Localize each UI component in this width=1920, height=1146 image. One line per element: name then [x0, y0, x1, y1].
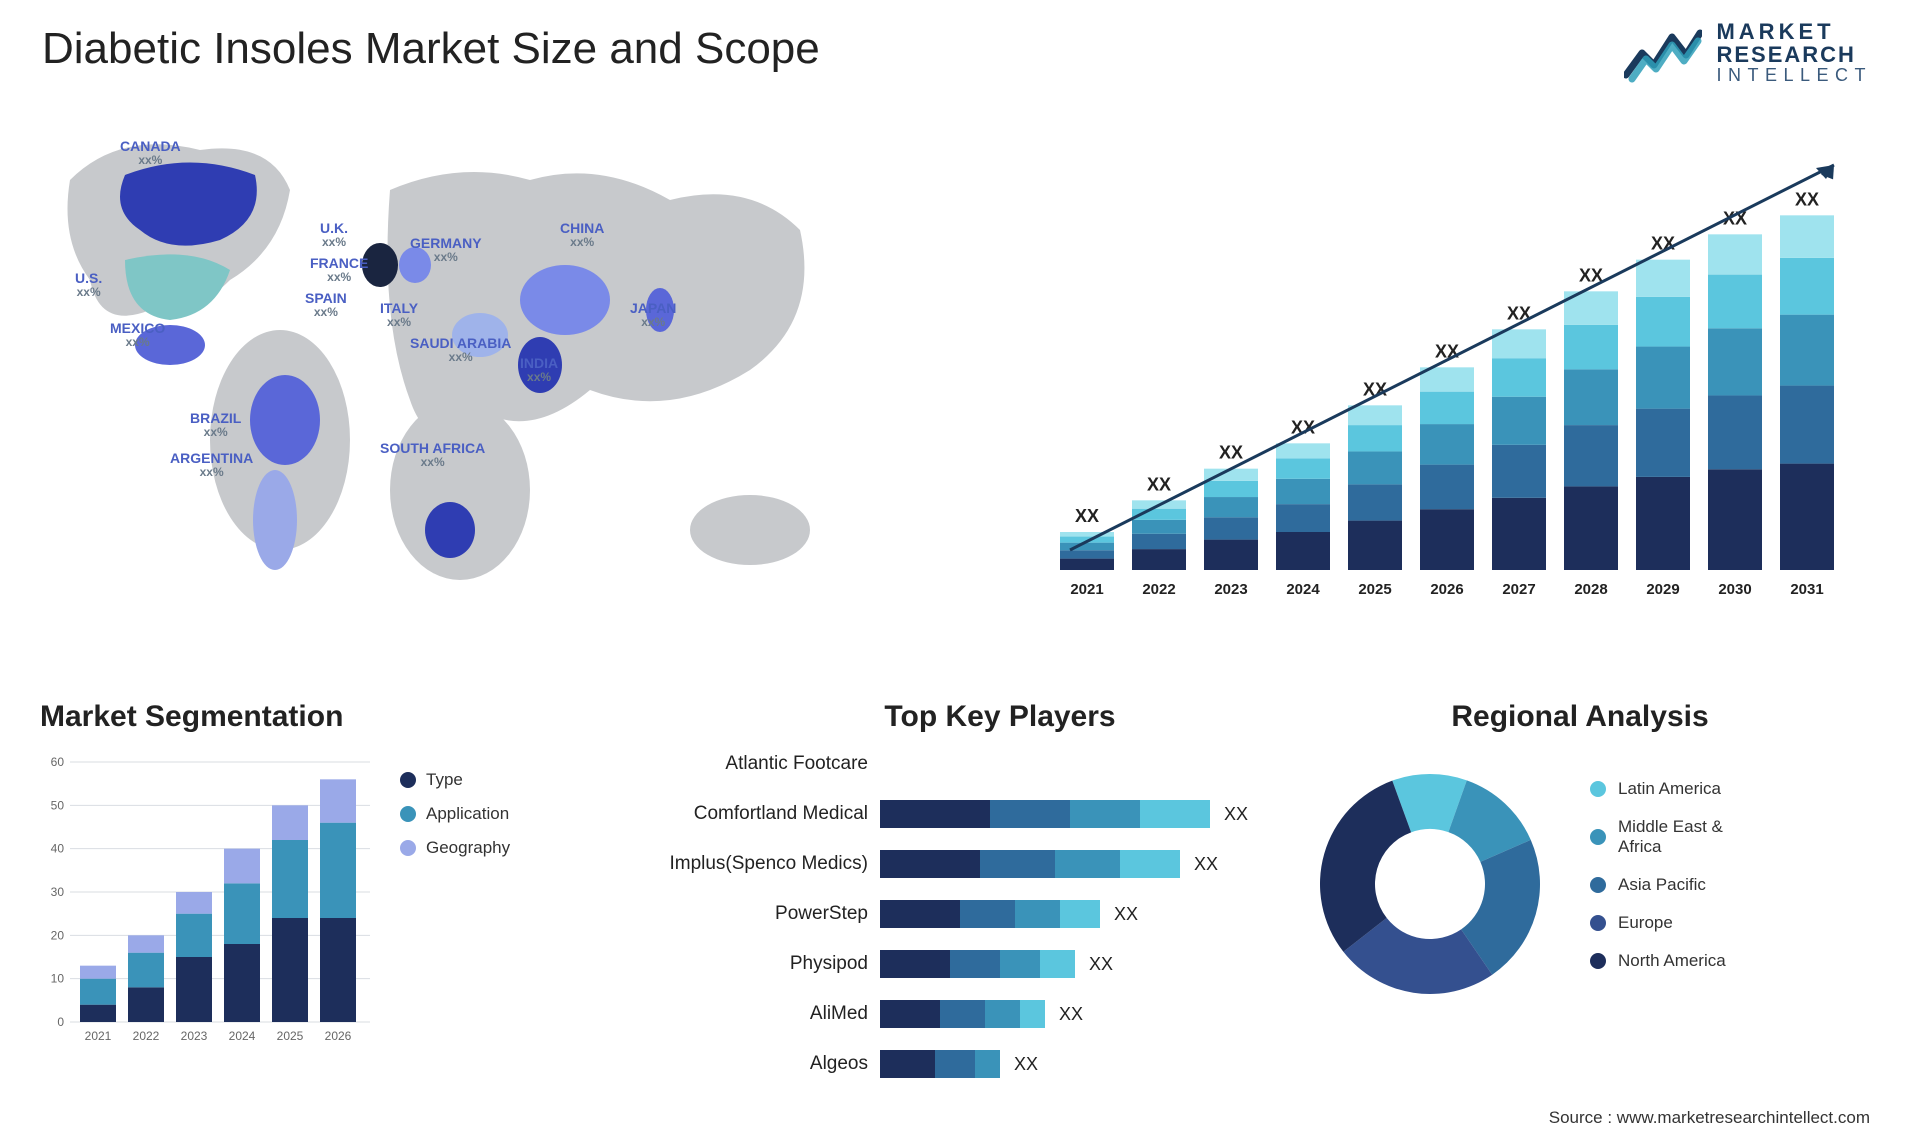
- growth-bar-chart: 2021XX2022XX2023XX2024XX2025XX2026XX2027…: [1040, 140, 1860, 610]
- svg-text:2027: 2027: [1502, 581, 1535, 598]
- players-bar: [880, 800, 1210, 828]
- players-label: Algeos: [640, 1053, 880, 1075]
- svg-text:2024: 2024: [1286, 581, 1320, 598]
- svg-text:2029: 2029: [1646, 581, 1679, 598]
- players-value: XX: [1089, 954, 1113, 975]
- players-bar: [880, 1000, 1045, 1028]
- regional-legend-item: Latin America: [1590, 779, 1770, 799]
- players-row: Comfortland Medical XX: [640, 794, 1260, 834]
- map-country-label: JAPANxx%: [630, 300, 676, 330]
- players-value: XX: [1014, 1054, 1038, 1075]
- map-country-label: FRANCExx%: [310, 255, 368, 285]
- players-bar: [880, 850, 1180, 878]
- players-label: Implus(Spenco Medics): [640, 853, 880, 875]
- logo-line3: INTELLECT: [1716, 66, 1872, 85]
- svg-text:2022: 2022: [1142, 581, 1175, 598]
- players-value: XX: [1224, 804, 1248, 825]
- world-map-svg: [30, 120, 910, 640]
- regional-title: Regional Analysis: [1300, 700, 1860, 734]
- svg-text:2031: 2031: [1790, 581, 1823, 598]
- svg-text:2028: 2028: [1574, 581, 1607, 598]
- seg-legend-item: Application: [400, 804, 560, 824]
- map-country-label: SPAINxx%: [305, 290, 347, 320]
- players-row: Implus(Spenco Medics) XX: [640, 844, 1260, 884]
- players-label: AliMed: [640, 1003, 880, 1025]
- map-country-label: CANADAxx%: [120, 138, 181, 168]
- brand-logo: MARKET RESEARCH INTELLECT: [1624, 20, 1872, 85]
- players-row: Physipod XX: [640, 944, 1260, 984]
- players-value: XX: [1114, 904, 1138, 925]
- logo-line1: MARKET: [1716, 20, 1872, 43]
- source-text: Source : www.marketresearchintellect.com: [1549, 1108, 1870, 1128]
- players-label: PowerStep: [640, 903, 880, 925]
- svg-text:2030: 2030: [1718, 581, 1751, 598]
- svg-text:2026: 2026: [1430, 581, 1463, 598]
- map-country-label: GERMANYxx%: [410, 235, 482, 265]
- svg-text:XX: XX: [1147, 474, 1171, 494]
- map-country-label: SOUTH AFRICAxx%: [380, 440, 485, 470]
- map-country-label: U.K.xx%: [320, 220, 348, 250]
- logo-line2: RESEARCH: [1716, 43, 1872, 66]
- svg-text:40: 40: [51, 842, 65, 856]
- svg-text:2021: 2021: [85, 1029, 112, 1043]
- svg-text:2022: 2022: [133, 1029, 160, 1043]
- players-row: Algeos XX: [640, 1044, 1260, 1084]
- players-value: XX: [1059, 1004, 1083, 1025]
- map-country-label: MEXICOxx%: [110, 320, 165, 350]
- players-bar: [880, 900, 1100, 928]
- seg-legend-item: Geography: [400, 838, 560, 858]
- map-country-label: CHINAxx%: [560, 220, 604, 250]
- segmentation-panel: Market Segmentation 0 10 20 30 40 50 60 2021 202…: [40, 700, 580, 1052]
- map-country-label: U.S.xx%: [75, 270, 102, 300]
- page-title: Diabetic Insoles Market Size and Scope: [42, 24, 820, 74]
- regional-donut-svg: [1300, 754, 1560, 1014]
- players-label: Atlantic Footcare: [640, 753, 880, 775]
- players-row: AliMed XX: [640, 994, 1260, 1034]
- regional-legend-item: North America: [1590, 951, 1770, 971]
- regional-legend-item: Middle East & Africa: [1590, 817, 1770, 857]
- players-label: Comfortland Medical: [640, 803, 880, 825]
- regional-panel: Regional Analysis Latin America Middle Ea…: [1300, 700, 1860, 1014]
- svg-text:2025: 2025: [1358, 581, 1391, 598]
- svg-text:0: 0: [57, 1015, 64, 1029]
- world-map: CANADAxx% U.S.xx% MEXICOxx% BRAZILxx% ARGENT…: [30, 120, 910, 640]
- regional-legend: Latin America Middle East & Africa Asia Pa…: [1590, 779, 1770, 989]
- svg-text:XX: XX: [1075, 506, 1099, 526]
- players-panel: Top Key Players Atlantic Footcare Comfort…: [640, 700, 1260, 1084]
- svg-text:XX: XX: [1795, 189, 1819, 209]
- svg-text:XX: XX: [1219, 443, 1243, 463]
- players-bar: [880, 950, 1075, 978]
- map-country-label: SAUDI ARABIAxx%: [410, 335, 511, 365]
- svg-text:2025: 2025: [277, 1029, 304, 1043]
- growth-chart-svg: 2021XX2022XX2023XX2024XX2025XX2026XX2027…: [1040, 140, 1860, 610]
- map-country-label: BRAZILxx%: [190, 410, 241, 440]
- svg-text:60: 60: [51, 755, 65, 769]
- map-country-label: ARGENTINAxx%: [170, 450, 253, 480]
- map-country-label: ITALYxx%: [380, 300, 418, 330]
- players-value: XX: [1194, 854, 1218, 875]
- svg-text:2024: 2024: [229, 1029, 256, 1043]
- segmentation-legend: Type Application Geography: [400, 770, 560, 872]
- svg-text:10: 10: [51, 972, 65, 986]
- regional-legend-item: Asia Pacific: [1590, 875, 1770, 895]
- segmentation-chart-svg: 0 10 20 30 40 50 60 2021 2022 2023 2024 2025 2026: [40, 752, 370, 1052]
- regional-legend-item: Europe: [1590, 913, 1770, 933]
- players-title: Top Key Players: [740, 700, 1260, 734]
- svg-text:2023: 2023: [181, 1029, 208, 1043]
- map-country-label: INDIAxx%: [520, 355, 558, 385]
- svg-text:XX: XX: [1435, 341, 1459, 361]
- svg-text:20: 20: [51, 928, 65, 942]
- seg-legend-item: Type: [400, 770, 560, 790]
- svg-text:2026: 2026: [325, 1029, 352, 1043]
- logo-mark-icon: [1624, 23, 1702, 83]
- players-bar: [880, 1050, 1000, 1078]
- players-label: Physipod: [640, 953, 880, 975]
- players-row: PowerStep XX: [640, 894, 1260, 934]
- players-row: Atlantic Footcare: [640, 744, 1260, 784]
- segmentation-title: Market Segmentation: [40, 700, 580, 734]
- svg-text:2021: 2021: [1070, 581, 1103, 598]
- svg-text:2023: 2023: [1214, 581, 1247, 598]
- svg-text:30: 30: [51, 885, 65, 899]
- svg-text:50: 50: [51, 798, 65, 812]
